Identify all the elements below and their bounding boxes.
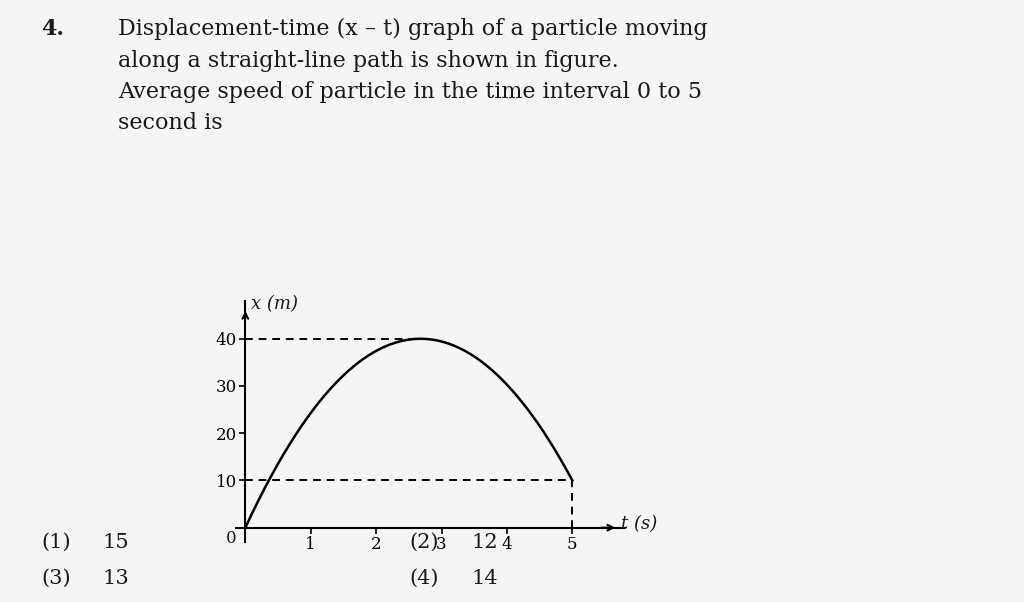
Text: 12: 12 — [471, 533, 498, 552]
Text: t (s): t (s) — [622, 515, 657, 533]
Text: 13: 13 — [102, 569, 129, 588]
Text: Displacement-time (x – t) graph of a particle moving
along a straight-line path : Displacement-time (x – t) graph of a par… — [118, 18, 708, 134]
Text: (2): (2) — [410, 533, 439, 552]
Text: 15: 15 — [102, 533, 129, 552]
Text: (4): (4) — [410, 569, 439, 588]
Text: (1): (1) — [41, 533, 71, 552]
Text: (3): (3) — [41, 569, 71, 588]
Text: x (m): x (m) — [251, 295, 298, 313]
Text: 0: 0 — [225, 530, 237, 547]
Text: 4.: 4. — [41, 18, 63, 40]
Text: 14: 14 — [471, 569, 498, 588]
